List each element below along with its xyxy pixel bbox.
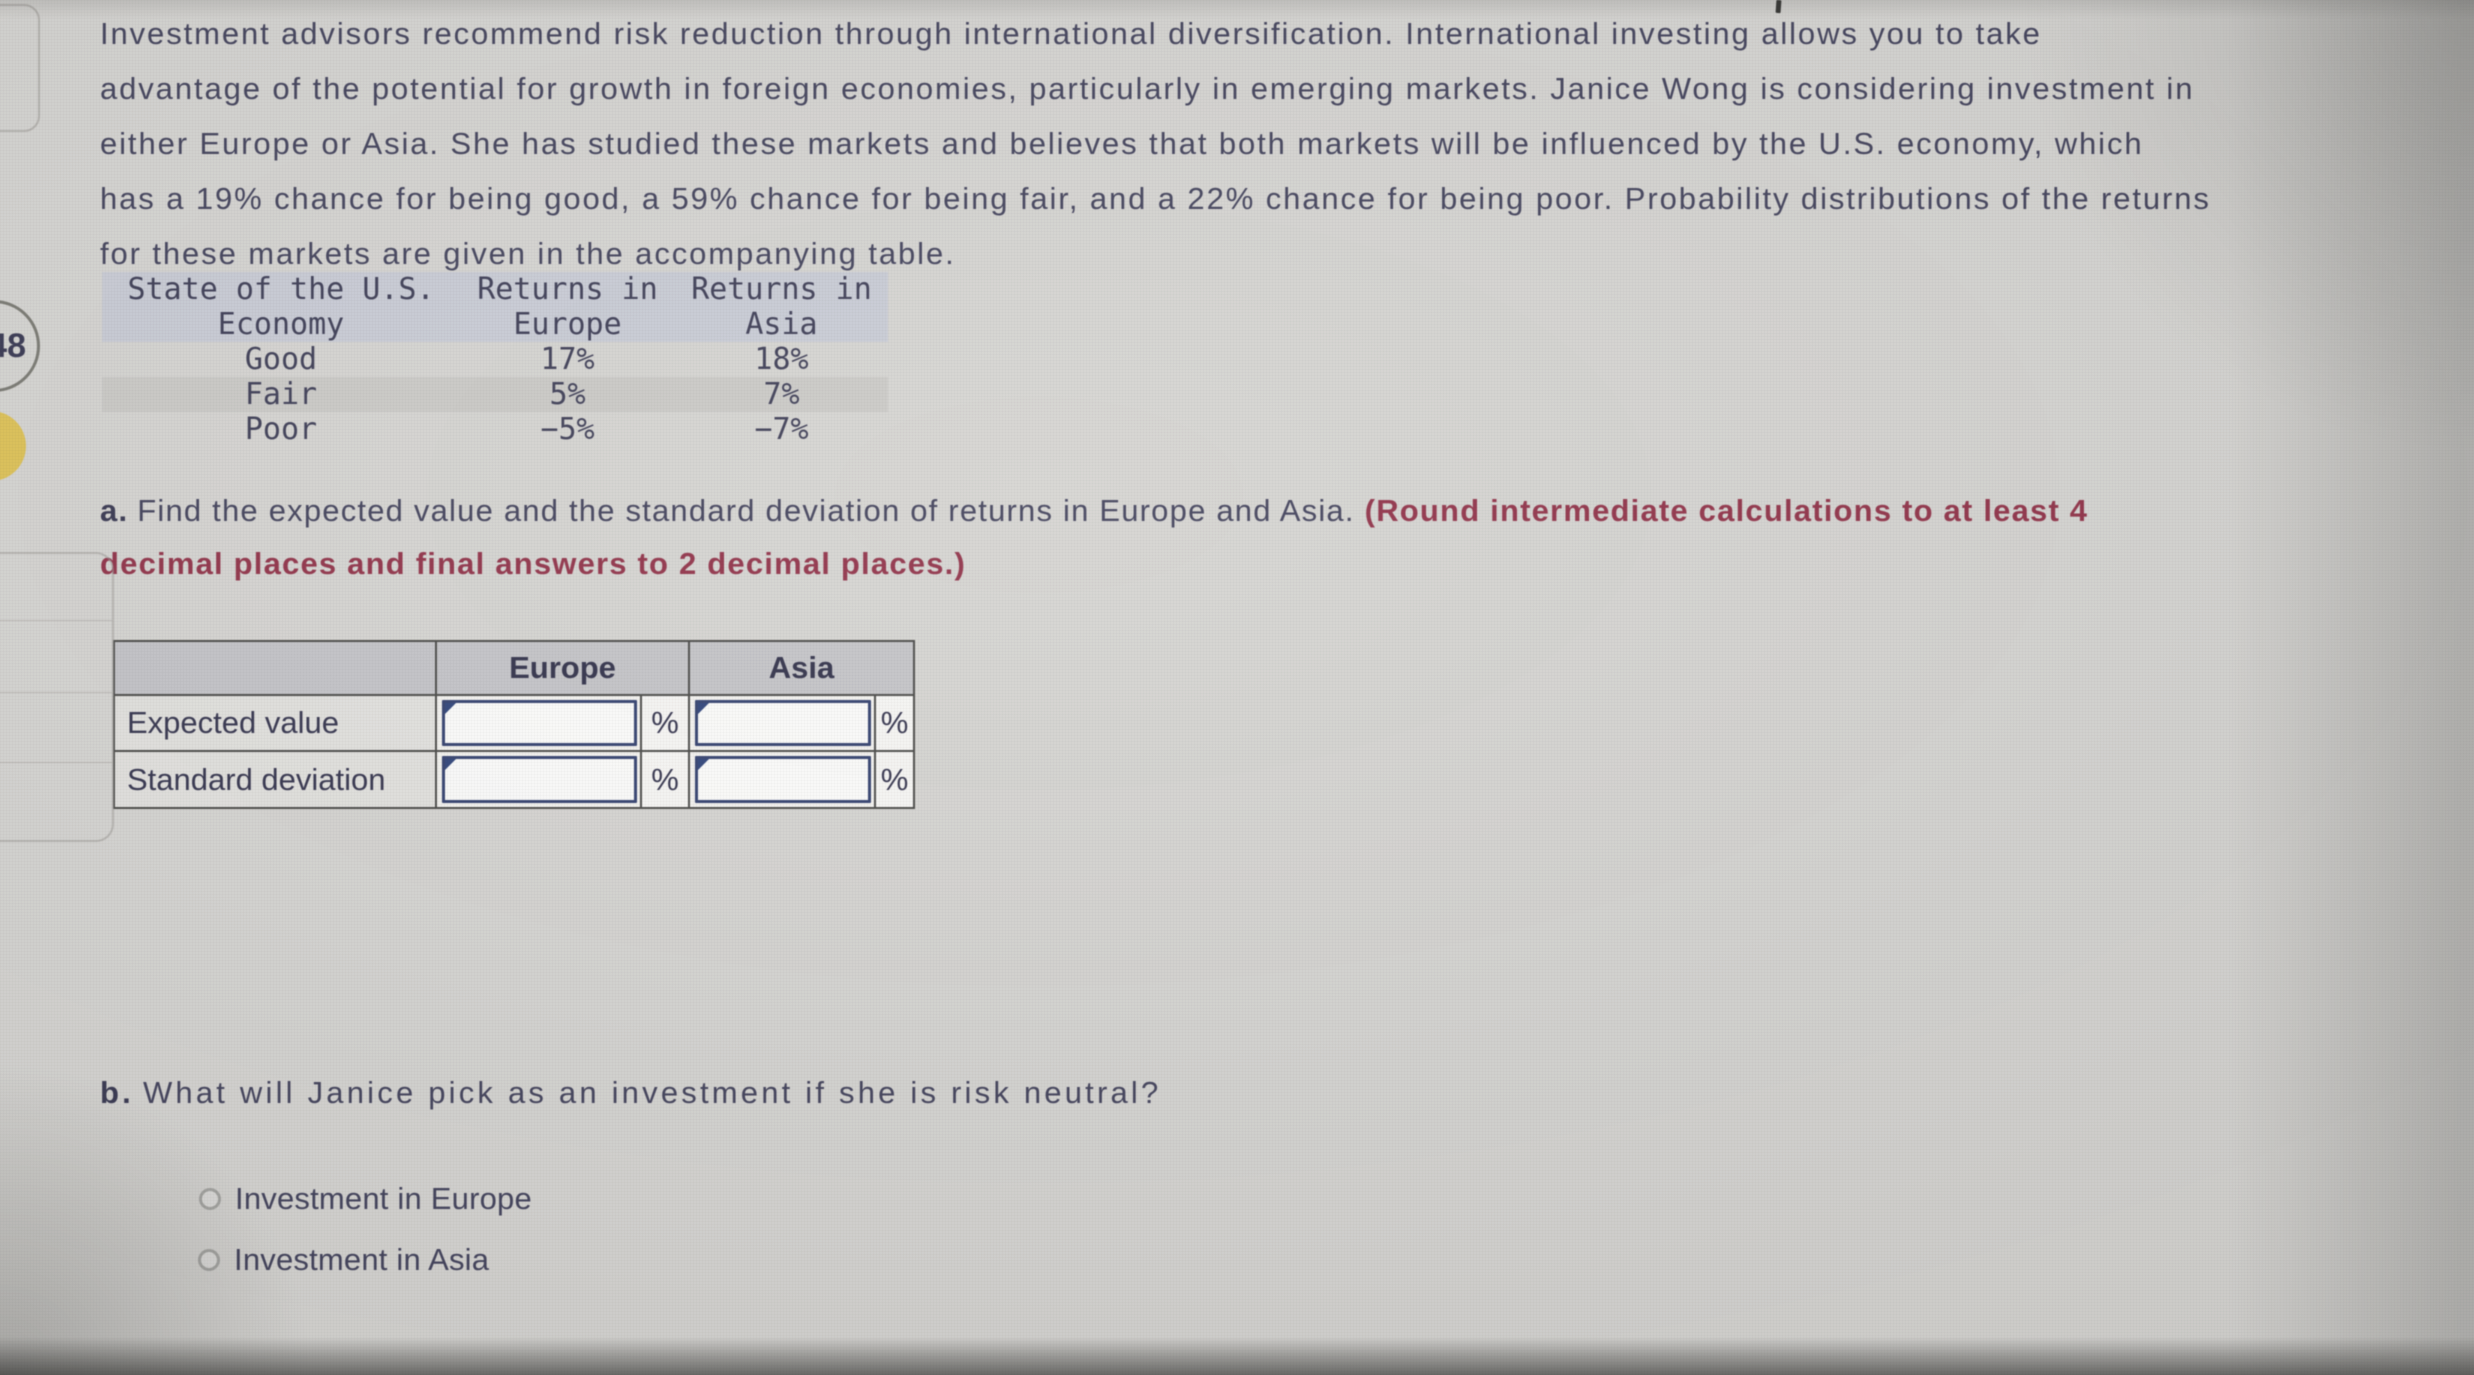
percent-sign: % <box>876 696 913 752</box>
problem-statement-line: either Europe or Asia. She has studied t… <box>100 126 2144 161</box>
europe-return-cell: −5% <box>540 412 595 447</box>
state-cell: Poor <box>244 412 318 447</box>
comment-marker-icon <box>445 759 456 770</box>
answer-table-corner-cell <box>115 642 437 696</box>
state-cell: Fair <box>244 377 318 412</box>
percent-sign: % <box>876 752 913 807</box>
asia-return-cell: −7% <box>754 412 809 447</box>
part-a-text: Find the expected value and the standard… <box>137 493 1355 528</box>
returns-row-fair: Fair 5% 7% <box>102 377 888 412</box>
problem-statement: Investment advisors recommend risk reduc… <box>100 6 2340 281</box>
part-a-question: a. Find the expected value and the standa… <box>100 484 2088 590</box>
expected-value-asia-input[interactable] <box>695 700 871 746</box>
asia-return-cell: 7% <box>763 377 800 412</box>
europe-return-cell: 17% <box>540 342 595 377</box>
option-label-investment-asia[interactable]: Investment in Asia <box>234 1242 490 1277</box>
problem-statement-line: Investment advisors recommend risk reduc… <box>100 16 2042 51</box>
percent-sign: % <box>642 752 690 807</box>
option-label-investment-europe[interactable]: Investment in Europe <box>235 1181 532 1216</box>
part-b-text: What will Janice pick as an investment i… <box>142 1075 1162 1110</box>
option-investment-asia[interactable]: Investment in Asia <box>198 1242 490 1277</box>
europe-return-cell: 5% <box>549 377 586 412</box>
panel-divider <box>0 620 112 621</box>
returns-table: State of the U.S. Economy Returns in Eur… <box>102 272 888 447</box>
asia-return-cell: 18% <box>754 342 809 377</box>
panel-divider <box>0 762 112 763</box>
standard-deviation-europe-input[interactable] <box>442 756 637 803</box>
radio-investment-europe[interactable] <box>199 1188 221 1210</box>
comment-marker-icon <box>698 703 709 714</box>
standard-deviation-europe-cell <box>437 752 642 807</box>
returns-header-asia: Returns in Asia <box>691 272 872 342</box>
comment-marker-icon <box>698 759 709 770</box>
left-panel-fragment: S <box>0 552 114 842</box>
rounding-note-line1: (Round intermediate calculations to at l… <box>1364 493 2089 528</box>
returns-table-header: State of the U.S. Economy Returns in Eur… <box>102 272 888 342</box>
panel-divider <box>0 692 112 693</box>
part-b-label: b. <box>100 1075 134 1110</box>
comment-marker-icon <box>445 703 456 714</box>
radio-investment-asia[interactable] <box>198 1249 220 1271</box>
returns-row-good: Good 17% 18% <box>102 342 888 377</box>
expected-value-europe-input[interactable] <box>442 700 637 746</box>
percent-sign: % <box>642 696 690 752</box>
question-count-badge: 48 <box>0 300 40 392</box>
left-card-fragment <box>0 4 40 132</box>
returns-row-poor: Poor −5% −7% <box>102 412 888 447</box>
answer-table-header-europe: Europe <box>437 642 690 696</box>
returns-header-europe: Returns in Europe <box>477 272 658 342</box>
answer-table-header-asia: Asia <box>690 642 913 696</box>
option-investment-europe[interactable]: Investment in Europe <box>199 1181 532 1216</box>
problem-statement-line: has a 19% chance for being good, a 59% c… <box>100 181 2211 216</box>
text-cursor-artifact <box>1775 0 1782 14</box>
part-a-label: a. <box>100 493 129 528</box>
yellow-indicator-circle <box>0 411 26 481</box>
standard-deviation-asia-input[interactable] <box>695 756 871 803</box>
expected-value-asia-cell <box>690 696 876 752</box>
standard-deviation-asia-cell <box>690 752 876 807</box>
answer-table: Europe Asia Expected value % % Standard … <box>113 640 915 809</box>
part-b-question: b. What will Janice pick as an investment… <box>100 1066 1161 1119</box>
state-cell: Good <box>244 342 318 377</box>
row-label-standard-deviation: Standard deviation <box>115 752 437 807</box>
row-label-expected-value: Expected value <box>115 696 437 752</box>
rounding-note-line2: decimal places and final answers to 2 de… <box>100 546 966 581</box>
returns-header-economy: State of the U.S. Economy <box>127 272 435 342</box>
problem-statement-line: advantage of the potential for growth in… <box>100 71 2195 106</box>
expected-value-europe-cell <box>437 696 642 752</box>
